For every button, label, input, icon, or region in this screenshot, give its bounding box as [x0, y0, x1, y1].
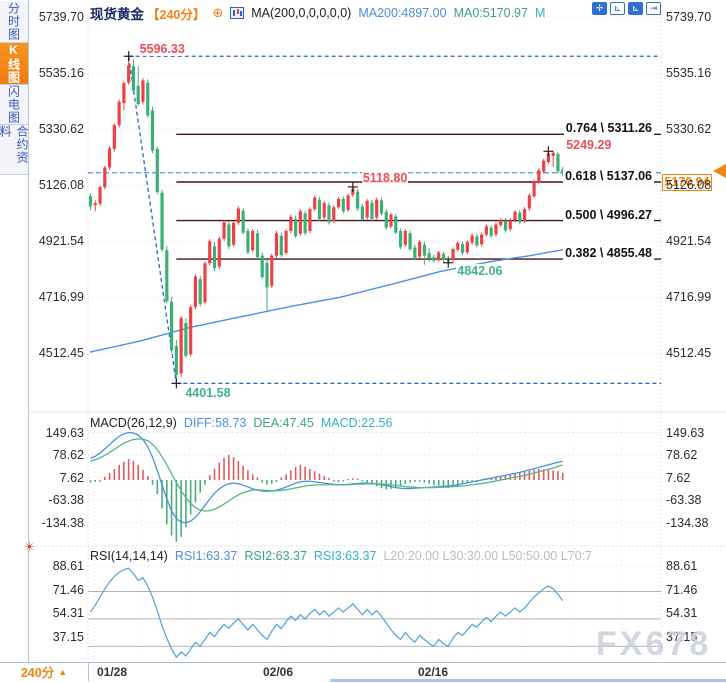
symbol-title: 现货黄金	[90, 7, 144, 22]
sidebar-tab-timeshare[interactable]: 分时图	[0, 1, 28, 43]
axis-label: 5739.70	[38, 9, 84, 24]
current-price-box: 5170.94	[662, 174, 712, 191]
axis-label: 54.31	[52, 605, 84, 620]
date-label: 01/28	[97, 665, 128, 679]
macd-name: MACD(26,12,9)	[90, 416, 177, 430]
axis-label: 78.62	[666, 447, 698, 462]
watermark: FX678	[596, 625, 712, 663]
exit-chart-icon[interactable]: ⇥	[646, 2, 661, 15]
fib-level-label: 0.382 \ 4855.48	[563, 246, 654, 261]
rsi-name: RSI(14,14,14)	[90, 549, 168, 563]
main-chart-header: 现货黄金 【240分】 ⊕ MA(200,0,0,0,0,0) MA200:48…	[90, 3, 545, 23]
axis-label: 5739.70	[666, 9, 712, 24]
axis-label: 4921.54	[38, 233, 84, 248]
price-tag: 4842.06	[456, 263, 504, 278]
date-label: 02/06	[263, 665, 294, 679]
ma-truncated: M	[534, 6, 546, 20]
axis-label: 71.46	[52, 582, 84, 597]
macd-dea-value: DEA:47.45	[253, 416, 314, 430]
macd-macd-value: MACD:22.56	[320, 416, 393, 430]
axis-label: 5535.16	[38, 65, 84, 80]
ma200-value: MA200:4897.00	[358, 6, 447, 20]
bottom-axis-bar	[0, 662, 726, 683]
axis-label: 78.62	[52, 447, 84, 462]
axis-label: 4921.54	[666, 233, 712, 248]
ma0-value: MA0:5170.97	[453, 6, 528, 20]
period-label: 240分	[20, 666, 55, 680]
ma-setting-label: MA(200,0,0,0,0,0)	[251, 6, 352, 20]
axis-label: -134.38	[41, 515, 84, 530]
axis-label: 5330.62	[666, 121, 712, 136]
axis-label: 4512.45	[666, 345, 712, 360]
axis-label: 71.46	[666, 582, 698, 597]
axis-label: 7.62	[59, 470, 84, 485]
axis-label: 5126.08	[666, 177, 712, 192]
fib-level-label: 0.618 \ 5137.06	[563, 168, 654, 183]
sidebar-tab-contract-info[interactable]: 合约资料	[0, 125, 29, 175]
axis-label: 88.61	[52, 558, 84, 573]
price-tag: 5118.80	[361, 170, 409, 185]
sidebar: 分时图 K线图 闪电图 合约资料	[0, 0, 29, 682]
date-label: 02/16	[418, 665, 449, 679]
period-tag: 【240分】	[147, 7, 206, 22]
axis-label: -63.38	[48, 492, 84, 507]
axis-label: 149.63	[45, 425, 84, 440]
axis-label: -63.38	[666, 492, 702, 507]
axis-label: 4716.99	[38, 289, 84, 304]
axis-label: 5535.16	[666, 65, 712, 80]
axis-label: 54.31	[666, 605, 698, 620]
macd-header: MACD(26,12,9) DIFF:58.73 DEA:47.45 MACD:…	[90, 416, 392, 430]
axis-label: 149.63	[666, 425, 705, 440]
fib-level-label: 0.764 \ 5311.26	[563, 121, 654, 136]
rsi1-value: RSI1:63.37	[174, 549, 238, 563]
period-up-arrow-icon: ▲	[58, 666, 68, 677]
axis-scale-active-icon[interactable]: ⊾	[628, 2, 643, 15]
chart-toolbar: ✛ ⊾ ⊾ ⇥	[592, 2, 661, 15]
period-selector[interactable]: 240分 ▲	[0, 662, 89, 681]
axis-label: 4512.45	[38, 345, 84, 360]
ma-indicator-icon[interactable]	[230, 7, 245, 19]
rsi-flag-icon[interactable]: ☀	[24, 540, 35, 554]
rsi2-value: RSI2:63.37	[244, 549, 307, 563]
axis-label: 7.62	[666, 470, 691, 485]
sidebar-tab-kline[interactable]: K线图	[0, 43, 28, 85]
price-tag: 4401.58	[184, 386, 232, 401]
axis-label: 4716.99	[666, 289, 712, 304]
axis-label: 5126.08	[38, 177, 84, 192]
axis-label: 5330.62	[38, 121, 84, 136]
axis-label: 37.15	[666, 629, 698, 644]
add-indicator-icon[interactable]: ⊕	[212, 5, 224, 20]
rsi-header: RSI(14,14,14) RSI1:63.37 RSI2:63.37 RSI3…	[90, 549, 592, 563]
crosshair-icon[interactable]: ✛	[592, 2, 607, 15]
macd-diff-value: DIFF:58.73	[183, 416, 247, 430]
axis-label: 37.15	[52, 629, 84, 644]
rsi3-value: RSI3:63.37	[313, 549, 377, 563]
axis-scale-icon[interactable]: ⊾	[610, 2, 625, 15]
fib-level-label: 0.500 \ 4996.27	[563, 207, 654, 222]
bottom-scroll-strip[interactable]	[330, 679, 726, 682]
rsi-levels-text: L20:20.00 L30:30.00 L50:50.00 L70:7	[383, 549, 592, 563]
axis-label: -134.38	[666, 515, 709, 530]
price-tag: 5249.29	[565, 138, 613, 153]
sidebar-tab-lightning[interactable]: 闪电图	[0, 85, 28, 125]
axis-label: 88.61	[666, 558, 698, 573]
price-tag: 5596.33	[138, 42, 186, 57]
